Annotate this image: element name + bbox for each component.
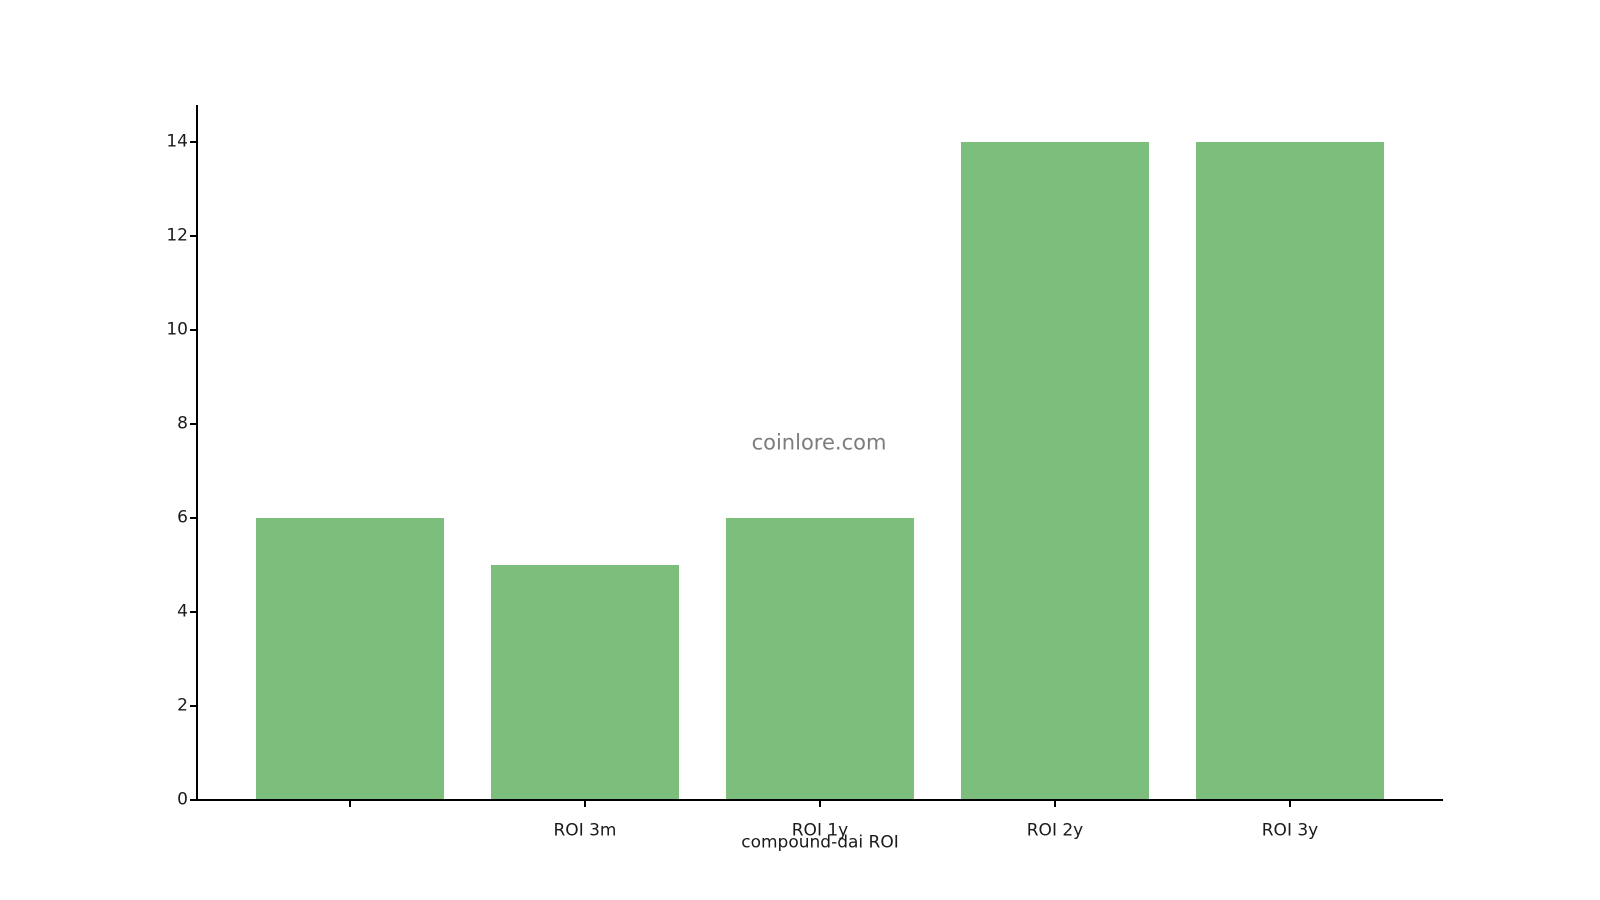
bar-roi-1y (726, 518, 914, 800)
bar-roi-3m (491, 565, 679, 800)
y-tick-label: 14 (166, 131, 188, 152)
y-tick-mark (190, 611, 197, 613)
y-tick-label: 12 (166, 225, 188, 246)
x-tick-label: ROI 1y (791, 820, 849, 841)
bar-roi-3y (1196, 142, 1384, 800)
watermark-text: coinlore.com (751, 430, 887, 455)
x-tick-mark (819, 800, 821, 807)
x-tick-label: ROI 3m (553, 820, 617, 841)
x-tick-label: ROI 3y (1261, 820, 1319, 841)
bar-roi-2y (961, 142, 1149, 800)
y-tick-mark (190, 141, 197, 143)
bar-unlabeled (256, 518, 444, 800)
y-tick-label: 0 (177, 789, 188, 810)
x-tick-mark (1054, 800, 1056, 807)
x-tick-mark (1289, 800, 1291, 807)
y-tick-label: 10 (166, 319, 188, 340)
y-tick-label: 8 (177, 413, 188, 434)
y-tick-mark (190, 235, 197, 237)
y-tick-label: 6 (177, 507, 188, 528)
x-tick-mark (349, 800, 351, 807)
y-tick-mark (190, 705, 197, 707)
y-tick-mark (190, 799, 197, 801)
y-axis-spine (196, 105, 198, 801)
y-tick-mark (190, 517, 197, 519)
y-tick-label: 4 (177, 601, 188, 622)
y-tick-mark (190, 329, 197, 331)
y-tick-label: 2 (177, 695, 188, 716)
y-tick-mark (190, 423, 197, 425)
x-axis-title: compound-dai ROI (741, 832, 899, 853)
x-tick-label: ROI 2y (1026, 820, 1084, 841)
x-tick-mark (584, 800, 586, 807)
